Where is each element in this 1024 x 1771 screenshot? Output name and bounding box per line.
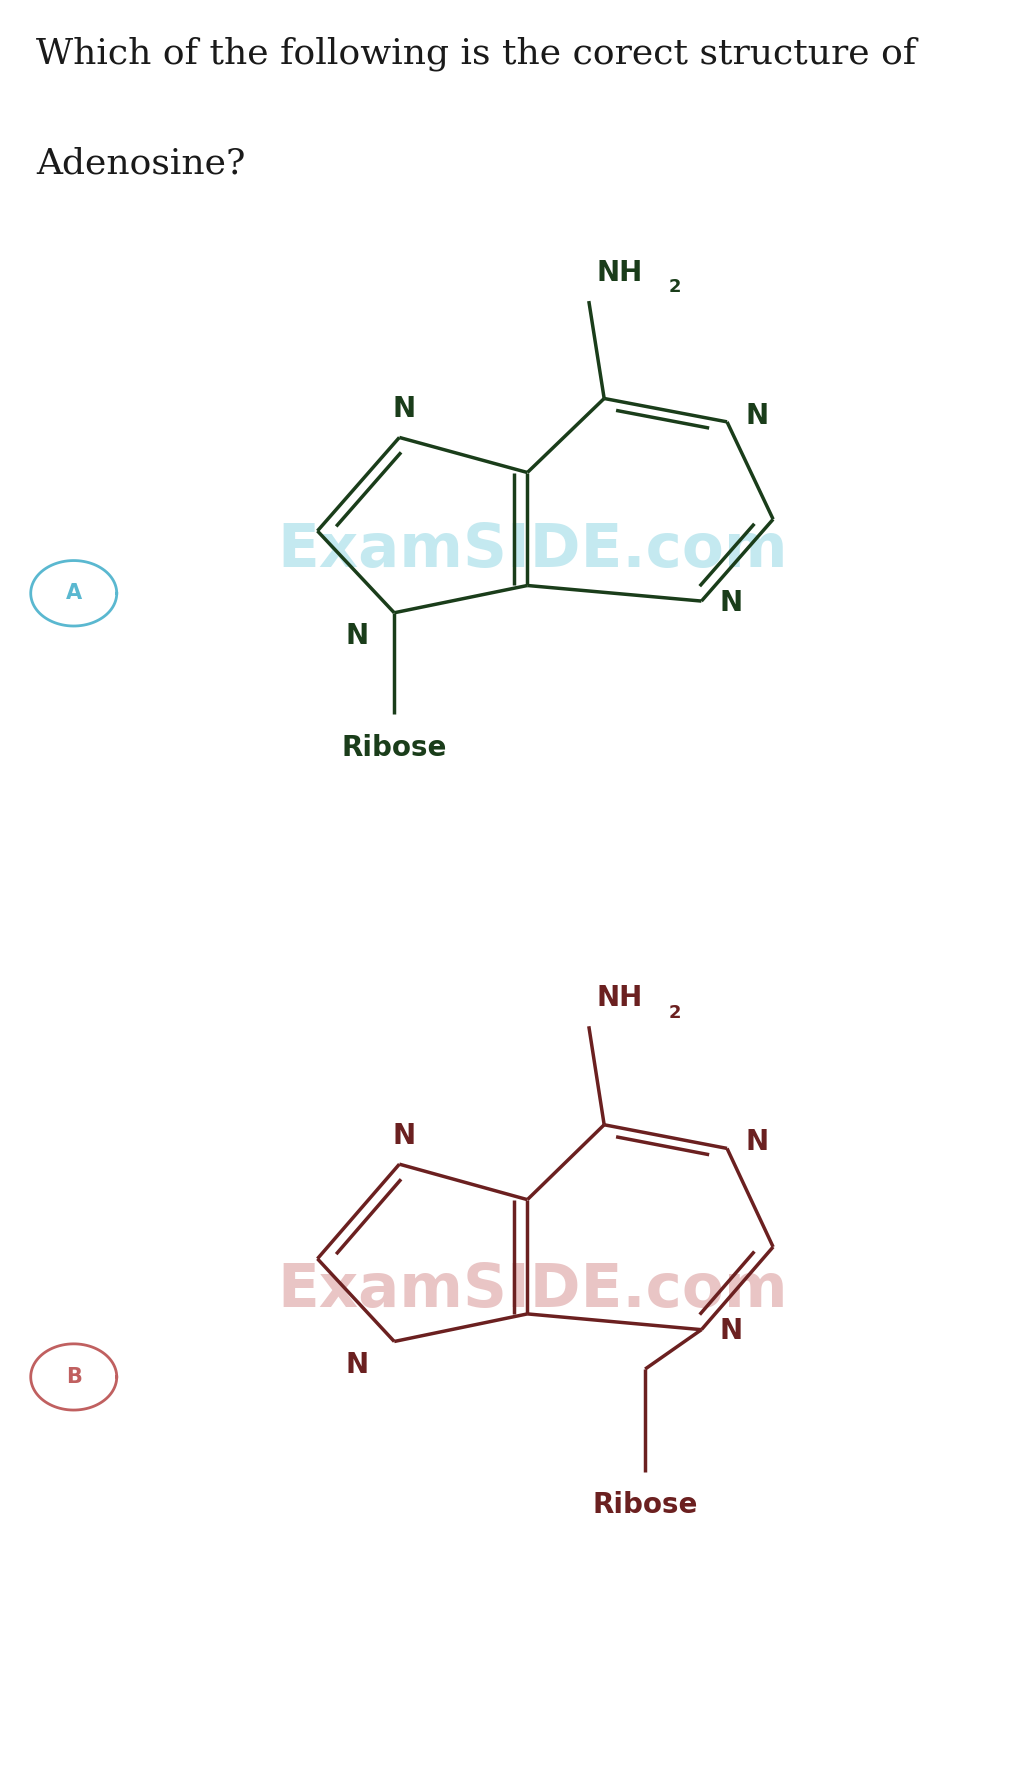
Text: N: N: [720, 1318, 743, 1346]
Text: NH: NH: [597, 259, 643, 287]
Text: Which of the following is the corect structure of: Which of the following is the corect str…: [36, 37, 916, 71]
Text: N: N: [720, 588, 743, 616]
Text: ExamSIDE.com: ExamSIDE.com: [278, 521, 787, 579]
Text: 2: 2: [669, 278, 681, 296]
Text: Ribose: Ribose: [593, 1491, 697, 1520]
Text: ExamSIDE.com: ExamSIDE.com: [278, 1261, 787, 1319]
Text: B: B: [66, 1367, 82, 1387]
Text: Adenosine?: Adenosine?: [36, 147, 245, 181]
Text: 2: 2: [669, 1004, 681, 1022]
Text: N: N: [393, 395, 416, 423]
Text: Ribose: Ribose: [342, 733, 446, 762]
Text: NH: NH: [597, 985, 643, 1011]
Text: N: N: [393, 1123, 416, 1149]
Text: N: N: [345, 622, 369, 650]
Text: N: N: [345, 1351, 369, 1380]
Text: A: A: [66, 583, 82, 604]
Text: N: N: [745, 402, 769, 430]
Text: N: N: [745, 1128, 769, 1156]
